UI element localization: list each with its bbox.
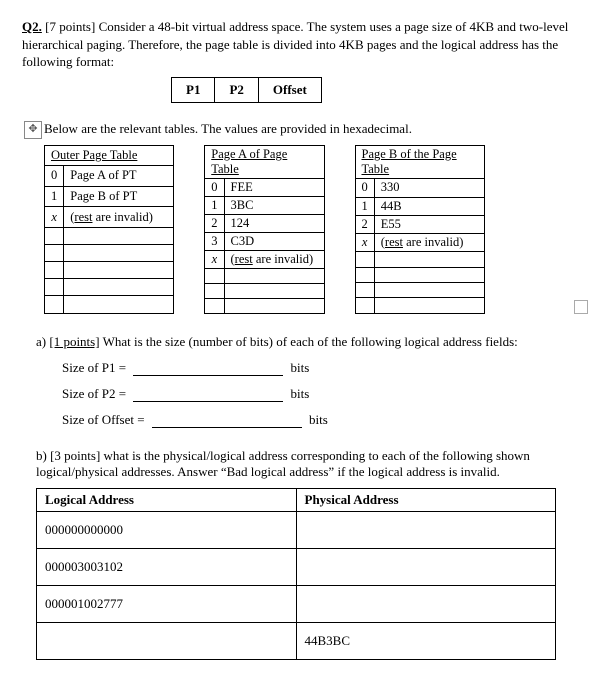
page-a-rest: (rest are invalid)	[224, 250, 324, 268]
page-a-table: Page A of Page Table 0FEE 13BC 2124 3C3D…	[204, 145, 324, 314]
part-b-points: [3 points]	[50, 448, 100, 463]
outer-rest: (rest are invalid)	[64, 207, 174, 228]
table-row: 000001002777	[37, 585, 556, 622]
question-text: Consider a 48-bit virtual address space.…	[22, 19, 568, 69]
table-row: 000003003102	[37, 548, 556, 585]
col-logical: Logical Address	[37, 488, 297, 511]
part-a: a) [1 points] What is the size (number o…	[36, 334, 580, 350]
part-a-label: a)	[36, 334, 46, 349]
table-row: 000000000000	[37, 511, 556, 548]
field-offset: Offset	[258, 77, 322, 103]
selection-handle-icon	[574, 300, 588, 314]
page-tables-group: Outer Page Table 0Page A of PT 1Page B o…	[44, 145, 580, 314]
part-b-text: what is the physical/logical address cor…	[36, 448, 530, 479]
blank-line	[133, 389, 283, 402]
table-row: 44B3BC	[37, 622, 556, 659]
field-p2: P2	[214, 77, 258, 103]
size-offset-row: Size of Offset = bits	[62, 412, 580, 428]
address-format-diagram: P1 P2 Offset	[172, 77, 580, 103]
page-b-table: Page B of the Page Table 0330 144B 2E55 …	[355, 145, 485, 314]
outer-title: Outer Page Table	[45, 145, 174, 166]
page-b-rest: (rest are invalid)	[374, 234, 484, 252]
tables-intro: Below are the relevant tables. The value…	[44, 121, 580, 137]
page-b-title: Page B of the Page Table	[355, 145, 484, 179]
part-a-points: [1 points]	[49, 334, 99, 349]
page-a-title: Page A of Page Table	[205, 145, 324, 178]
blank-line	[152, 415, 302, 428]
col-physical: Physical Address	[296, 488, 556, 511]
part-b: b) [3 points] what is the physical/logic…	[36, 448, 580, 480]
question-header: Q2. [7 points] Consider a 48-bit virtual…	[22, 18, 580, 71]
part-b-label: b)	[36, 448, 47, 463]
part-a-text: What is the size (number of bits) of eac…	[103, 334, 518, 349]
answer-table: Logical Address Physical Address 0000000…	[36, 488, 556, 660]
size-p1-row: Size of P1 = bits	[62, 360, 580, 376]
field-p1: P1	[171, 77, 215, 103]
question-label: Q2.	[22, 19, 42, 34]
move-handle-icon: ✥	[24, 121, 42, 139]
outer-page-table: Outer Page Table 0Page A of PT 1Page B o…	[44, 145, 174, 314]
blank-line	[133, 363, 283, 376]
question-points: [7 points]	[45, 19, 95, 34]
size-p2-row: Size of P2 = bits	[62, 386, 580, 402]
